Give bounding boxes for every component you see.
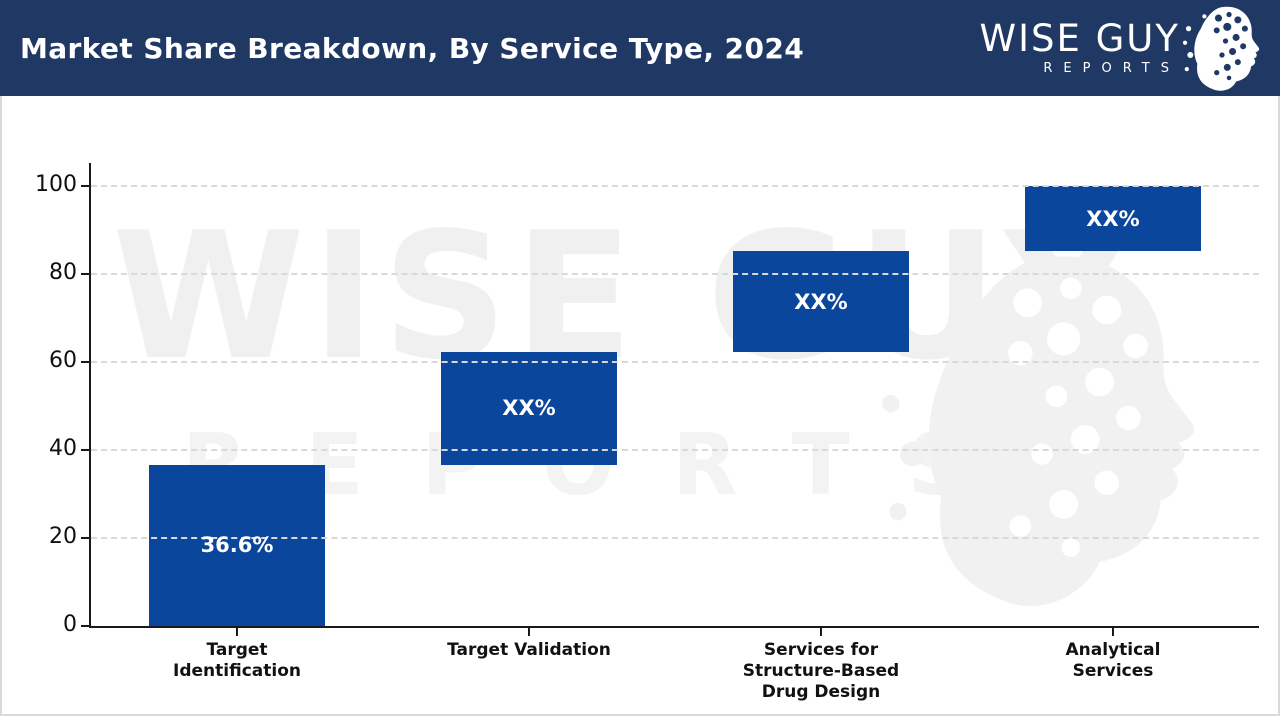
x-category-label: Target Identification (173, 640, 301, 681)
y-tick-label: 0 (63, 612, 77, 637)
y-tick-label: 80 (49, 260, 77, 285)
gridline-60 (91, 361, 1259, 363)
x-tick-mark (528, 628, 530, 636)
wiseguy-logo: WISE GUY REPORTS (980, 4, 1270, 92)
gridline-100 (91, 185, 1259, 187)
logo-text: WISE GUY REPORTS (979, 17, 1180, 77)
x-tick-mark (1112, 628, 1114, 636)
x-axis-line (89, 626, 1259, 628)
x-category-label: Services for Structure-Based Drug Design (742, 640, 900, 702)
logo-wordmark: WISE GUY (979, 17, 1180, 60)
header: Market Share Breakdown, By Service Type,… (0, 0, 1280, 96)
y-tick-mark (81, 273, 89, 275)
y-tick-label: 20 (49, 524, 77, 549)
y-tick-mark (81, 449, 89, 451)
y-tick-mark (81, 537, 89, 539)
y-tick-label: 40 (49, 436, 77, 461)
y-tick-mark (81, 185, 89, 187)
y-tick-mark (81, 361, 89, 363)
y-tick-label: 60 (49, 348, 77, 373)
bar-1 (149, 464, 325, 626)
x-tick-mark (820, 628, 822, 636)
bar-value-label: XX% (1086, 206, 1140, 231)
x-category-label: Target Validation (447, 640, 611, 660)
bar-4 (1025, 186, 1201, 252)
bar-3 (733, 251, 909, 352)
y-axis-line (89, 163, 91, 628)
bar-value-label: XX% (502, 396, 556, 421)
bar-value-label: XX% (794, 289, 848, 314)
gridline-80 (91, 273, 1259, 275)
y-tick-mark (81, 625, 89, 627)
wiseguy-head-icon (1182, 6, 1260, 91)
gridline-40 (91, 449, 1259, 451)
gridline-20 (91, 537, 1259, 539)
y-tick-label: 100 (35, 172, 77, 197)
bar-2 (441, 351, 617, 465)
x-category-label: Analytical Services (1065, 640, 1161, 681)
x-tick-mark (236, 628, 238, 636)
watermark-head-icon (882, 256, 1194, 607)
page-title: Market Share Breakdown, By Service Type,… (20, 31, 805, 65)
bar-value-label: 36.6% (200, 533, 274, 558)
chart-area: WISE GUY REPORTS 0 20 40 60 80 100 36.6% Target… (0, 96, 1280, 716)
logo-subtitle: REPORTS (1043, 61, 1180, 76)
